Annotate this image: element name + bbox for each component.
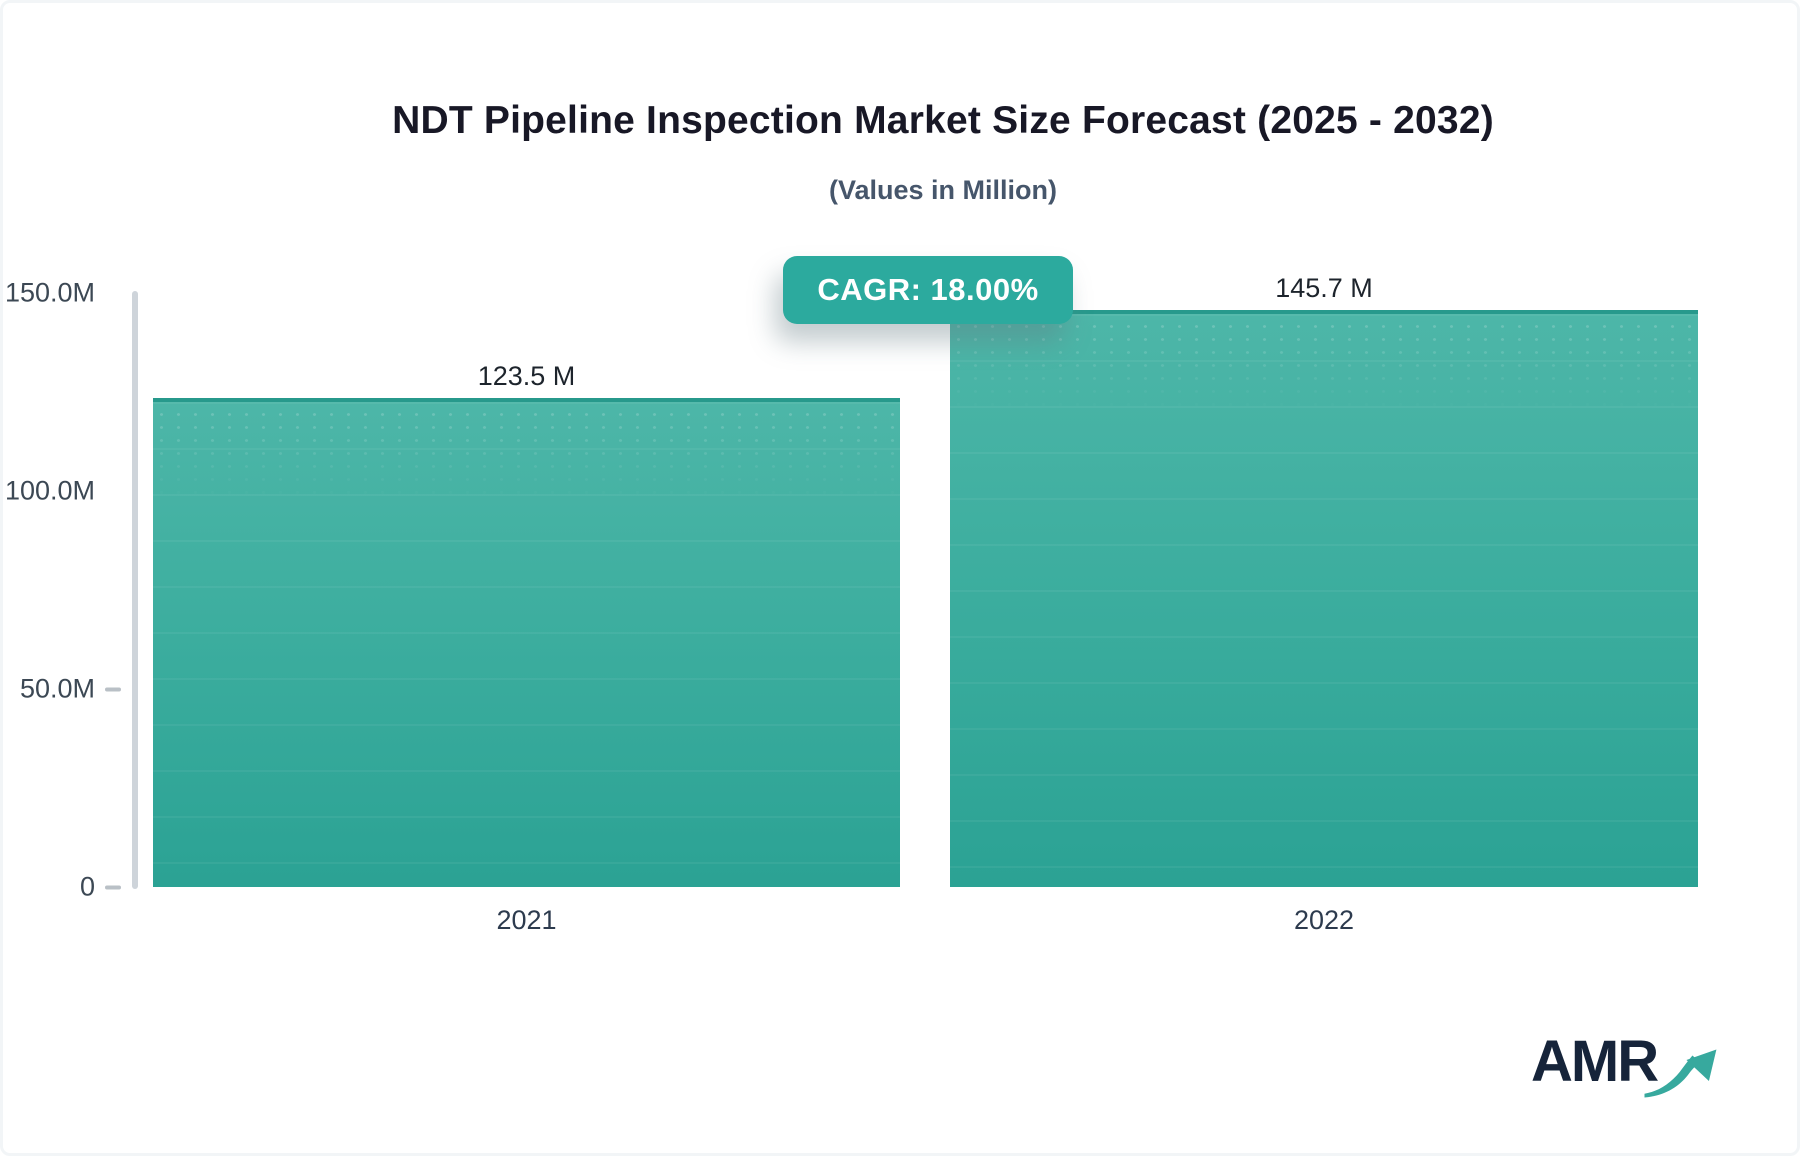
y-axis-tick: 50.0M [3,674,121,705]
plot-area: 0 50.0M 100.0M 150.0M 123.5 M 145.7 M 20… [3,273,1797,935]
bar-value-label: 145.7 M [1275,273,1373,303]
chart-title: NDT Pipeline Inspection Market Size Fore… [392,99,1494,142]
y-axis-tick: 150.0M [3,278,121,309]
bar-2022: 145.7 M [950,273,1698,887]
y-axis-line [132,291,138,889]
trend-arrow-icon [1644,1049,1717,1098]
tick-mark [105,885,121,889]
y-axis-tick-label: 100.0M [4,475,95,506]
y-axis-tick: 100.0M [3,476,121,507]
bar-2021: 123.5 M [153,361,900,887]
bar-dot-texture [950,320,1698,412]
y-axis-tick-label: 150.0M [4,277,95,308]
chart-subtitle: (Values in Million) [828,175,1058,205]
cagr-badge: CAGR: 18.00% [783,256,1073,324]
y-axis-tick: 0 [3,872,121,903]
tick-mark [105,687,121,691]
bar-stripe-texture [950,314,1698,887]
bar-dot-texture [153,408,900,500]
amr-logo: AMR [1531,1033,1721,1113]
bar-value-label: 123.5 M [477,361,576,391]
amr-logo-text: AMR [1531,1029,1659,1094]
category-label-2021: 2021 [496,905,557,935]
bar-stripe-texture [153,402,900,887]
y-axis-tick-label: 50.0M [19,673,95,704]
category-label-2022: 2022 [1293,905,1355,935]
y-axis-tick-label: 0 [79,871,95,902]
